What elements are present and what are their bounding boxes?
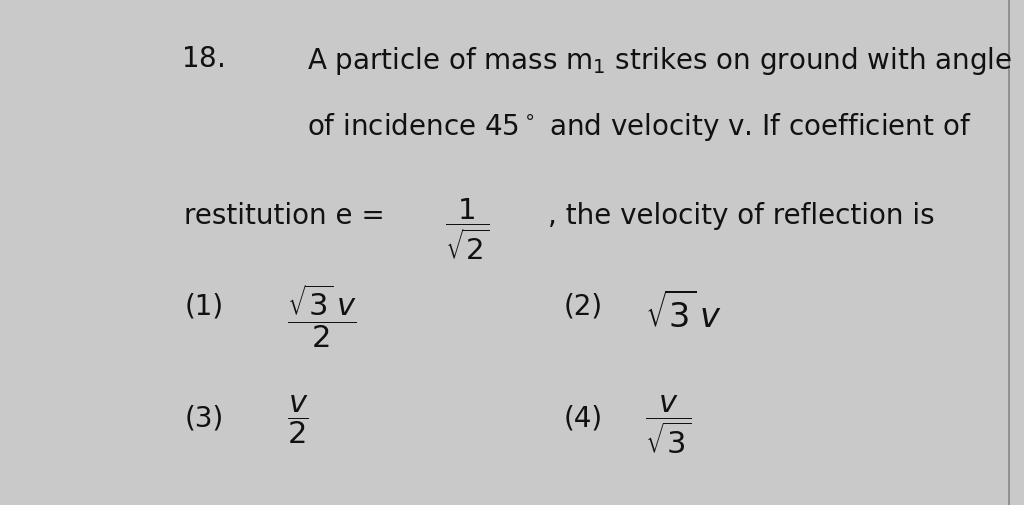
Text: (2): (2) <box>563 293 602 321</box>
Text: $\dfrac{\mathit{v}}{\sqrt{3}}$: $\dfrac{\mathit{v}}{\sqrt{3}}$ <box>645 394 691 457</box>
Text: $\dfrac{\sqrt{3}\,\mathit{v}}{2}$: $\dfrac{\sqrt{3}\,\mathit{v}}{2}$ <box>287 283 356 350</box>
Text: restitution e =: restitution e = <box>184 202 394 230</box>
Text: $\dfrac{1}{\sqrt{2}}$: $\dfrac{1}{\sqrt{2}}$ <box>445 197 490 263</box>
Text: (4): (4) <box>563 404 602 432</box>
Text: (3): (3) <box>184 404 223 432</box>
Text: of incidence 45$^\circ$ and velocity v. If coefficient of: of incidence 45$^\circ$ and velocity v. … <box>307 111 972 143</box>
Text: $\!\!\!\mathit{1}$8.: $\!\!\!\mathit{1}$8. <box>184 45 224 73</box>
Text: $\dfrac{\mathit{v}}{2}$: $\dfrac{\mathit{v}}{2}$ <box>287 394 308 446</box>
Text: A particle of mass m$_1$ strikes on ground with angle: A particle of mass m$_1$ strikes on grou… <box>307 45 1012 77</box>
Text: (1): (1) <box>184 293 223 321</box>
Text: $\sqrt{3}\,\mathit{v}$: $\sqrt{3}\,\mathit{v}$ <box>645 293 722 335</box>
Text: , the velocity of reflection is: , the velocity of reflection is <box>548 202 935 230</box>
